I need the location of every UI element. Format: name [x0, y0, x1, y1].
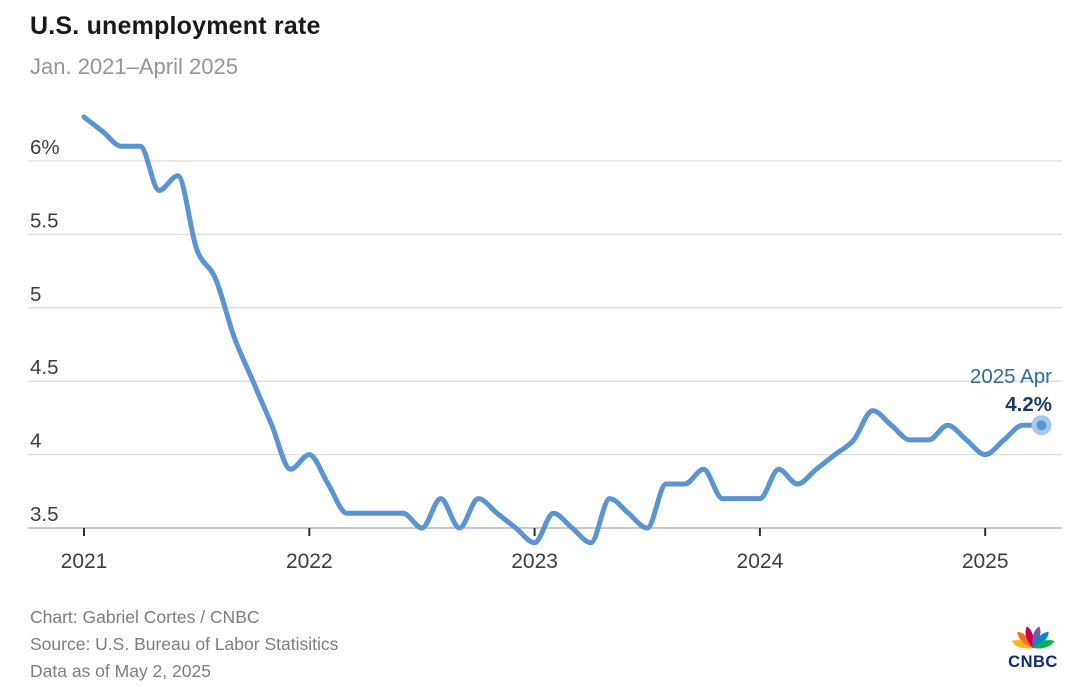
- y-tick-label: 4: [30, 430, 41, 453]
- y-tick-label: 5.5: [30, 209, 59, 232]
- annotation-date: 2025 Apr: [970, 365, 1052, 388]
- x-tick-label: 2024: [737, 550, 784, 573]
- peacock-feather: [1011, 639, 1033, 649]
- peacock-feather: [1033, 639, 1055, 649]
- cnbc-logo-text: CNBC: [1008, 653, 1058, 671]
- feather-shape: [1033, 631, 1049, 648]
- y-tick-label: 5: [30, 283, 41, 306]
- source-line: Source: U.S. Bureau of Labor Statisitics: [30, 634, 339, 654]
- y-tick-label: 6%: [30, 136, 60, 159]
- feather-shape: [1011, 639, 1033, 649]
- y-tick-label: 4.5: [30, 356, 59, 379]
- chart-subtitle: Jan. 2021–April 2025: [30, 54, 238, 79]
- unemployment-line: [81, 114, 1044, 546]
- x-tick-label: 2023: [511, 550, 558, 573]
- page-title: U.S. unemployment rate: [30, 12, 321, 40]
- x-tick-label: 2025: [962, 550, 1009, 573]
- peacock-feather: [1025, 626, 1034, 648]
- feather-shape: [1017, 631, 1033, 648]
- asof-line: Data as of May 2, 2025: [30, 661, 211, 681]
- feather-shape: [1032, 626, 1041, 648]
- x-tick-label: 2021: [61, 550, 108, 573]
- peacock-feather: [1033, 631, 1049, 648]
- y-tick-label: 3.5: [30, 503, 59, 526]
- peacock-feather: [1017, 631, 1033, 648]
- annotation-value: 4.2%: [1005, 393, 1052, 416]
- credit-line: Chart: Gabriel Cortes / CNBC: [30, 607, 260, 627]
- feather-shape: [1033, 639, 1055, 649]
- peacock-feather: [1032, 626, 1041, 648]
- peacock-icon: [1011, 626, 1055, 649]
- chart-footer: Chart: Gabriel Cortes / CNBC Source: U.S…: [30, 604, 338, 685]
- cnbc-logo: CNBC: [1000, 606, 1066, 672]
- x-tick-label: 2022: [286, 550, 333, 573]
- feather-shape: [1025, 626, 1034, 648]
- end-dot-center: [1036, 420, 1047, 431]
